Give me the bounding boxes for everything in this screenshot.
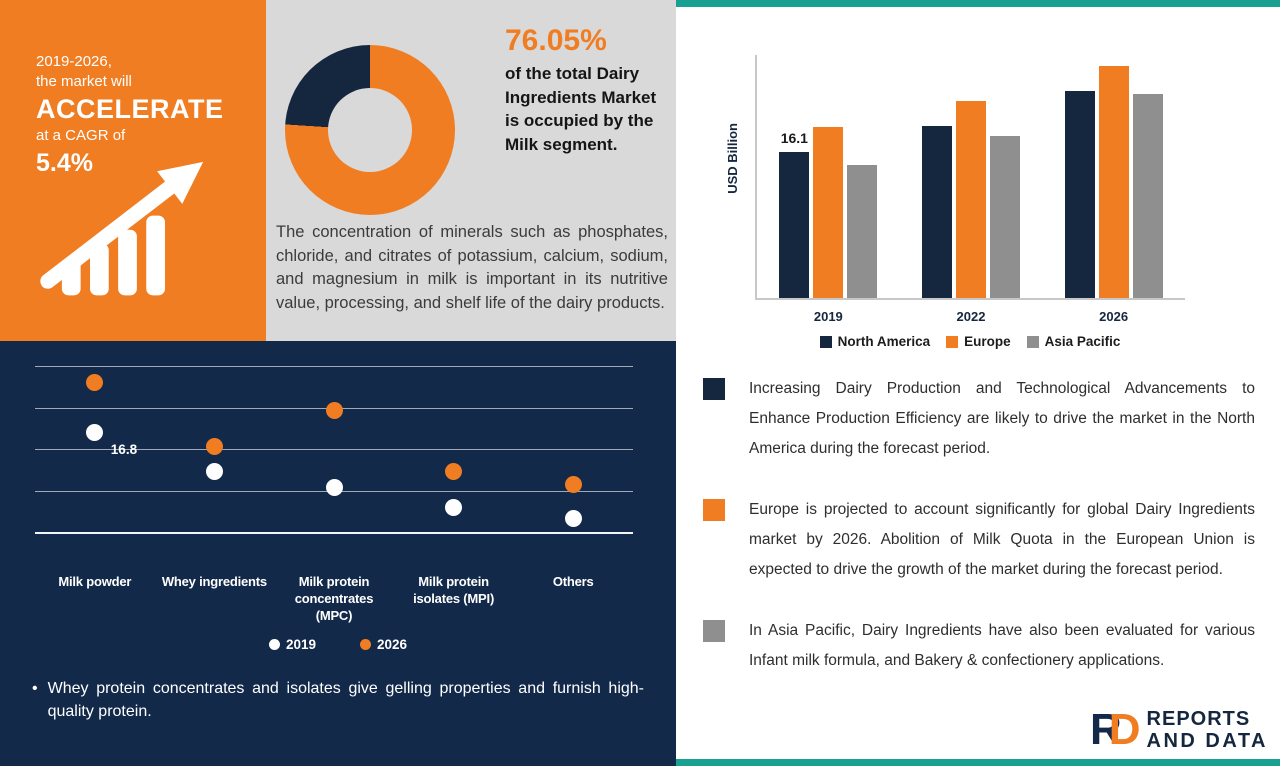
legend-item-north-america: North America <box>819 334 931 349</box>
bar-europe-2022 <box>955 101 986 298</box>
logo-rd-mark-icon: R D <box>1090 708 1141 752</box>
category-label-milk-powder: Milk powder <box>58 574 132 589</box>
regional-bar-chart: USD Billion 16.1 2019 2022 2026 North Ameri… <box>725 55 1185 349</box>
legend-item-2019: 2019 <box>268 637 316 652</box>
logo-letter-d: D <box>1108 705 1141 754</box>
x-tick-label-2019: 2019 <box>813 309 843 324</box>
dot-2019-milk-protein-concentrates-mpc- <box>325 479 343 497</box>
reports-and-data-logo: R D REPORTS AND DATA <box>1090 708 1268 753</box>
milk-share-donut-chart <box>285 45 455 215</box>
product-dot-plot: 16.8 <box>35 351 633 551</box>
whey-note-text: Whey protein concentrates and isolates g… <box>47 680 644 720</box>
gridline <box>35 449 633 450</box>
legend-label: Europe <box>964 334 1011 349</box>
dot-2026-others <box>564 476 582 494</box>
legend-label: Asia Pacific <box>1044 334 1121 349</box>
insight-marker-icon <box>703 620 725 642</box>
dot-2026-milk-powder <box>86 374 104 392</box>
insight-item-3: In Asia Pacific, Dairy Ingredients have … <box>703 616 1255 676</box>
gridline <box>35 366 633 367</box>
top-accent-bar <box>676 0 1280 7</box>
regional-analysis-panel: USD Billion 16.1 2019 2022 2026 North Ameri… <box>676 0 1280 766</box>
bar-plot-area: 16.1 2019 2022 2026 <box>755 55 1185 324</box>
x-axis-line <box>35 532 633 534</box>
bar-group-2019: 16.1 2019 <box>779 55 878 324</box>
bar-asia-pacific-2026 <box>1132 93 1163 298</box>
bar-asia-pacific-2022 <box>989 136 1020 298</box>
dot-2026-milk-protein-isolates-mpi- <box>445 462 463 480</box>
legend-item-asia-pacific: Asia Pacific <box>1026 334 1121 349</box>
dot-plot-category-labels: Milk powder Whey ingredients Milk protein … <box>35 573 633 624</box>
cagr-highlight-panel: 2019-2026, the market will ACCELERATE at… <box>0 0 266 341</box>
promo-line3: at a CAGR of <box>36 127 126 144</box>
legend-swatch-icon <box>819 335 832 348</box>
cagr-text-block: 2019-2026, the market will ACCELERATE at… <box>0 0 266 178</box>
bar-asia-pacific-2019 <box>847 164 878 298</box>
promo-period: 2019-2026, <box>36 53 112 70</box>
logo-line1: REPORTS <box>1146 708 1251 730</box>
logo-letter-r: R <box>1089 705 1122 754</box>
dot-plot-legend: 2019 2026 <box>0 637 676 652</box>
legend-swatch-icon <box>946 335 959 348</box>
insight-marker-icon <box>703 378 725 400</box>
insight-text: In Asia Pacific, Dairy Ingredients have … <box>749 622 1255 669</box>
category-label-milk-protein-concentrates-mpc-: Milk protein concentrates (MPC) <box>294 574 374 623</box>
y-axis-label: USD Billion <box>725 123 740 194</box>
bar-annotation: 16.1 <box>780 129 808 146</box>
cagr-value: 5.4% <box>36 149 93 177</box>
bullet-marker: • <box>32 680 38 697</box>
legend-dot-icon <box>268 639 280 650</box>
legend-label: 2026 <box>377 637 408 652</box>
legend-item-europe: Europe <box>946 334 1011 349</box>
bar-north-america-2026 <box>1064 91 1095 298</box>
dot-2019-others <box>564 509 582 527</box>
legend-dot-icon <box>360 639 371 650</box>
insight-item-1: Increasing Dairy Production and Technolo… <box>703 374 1255 464</box>
regional-insights: Increasing Dairy Production and Technolo… <box>703 374 1255 676</box>
donut-hole <box>328 88 412 172</box>
minerals-paragraph: The concentration of minerals such as ph… <box>276 223 668 312</box>
bar-group-2022: 2022 <box>921 55 1020 324</box>
bar-group-2026: 2026 <box>1064 55 1163 324</box>
growth-arrow-icon <box>40 161 204 296</box>
dot-2019-whey-ingredients <box>205 462 223 480</box>
product-segments-panel: 16.8 Milk powder Whey ingredients Milk pro… <box>0 341 676 766</box>
x-tick-label-2022: 2022 <box>956 309 986 324</box>
dot-2026-whey-ingredients <box>205 437 223 455</box>
legend-label: North America <box>837 334 931 349</box>
category-label-whey-ingredients: Whey ingredients <box>161 574 267 589</box>
bar-north-america-2022 <box>921 125 952 298</box>
logo-line2: AND DATA <box>1146 730 1268 752</box>
dot-2019-milk-powder <box>86 423 104 441</box>
milk-share-caption: of the total Dairy Ingredients Market is… <box>505 64 657 154</box>
bar-europe-2026 <box>1098 65 1129 298</box>
insight-text: Europe is projected to account significa… <box>749 501 1255 578</box>
insight-marker-icon <box>703 499 725 521</box>
category-label-milk-protein-isolates-mpi-: Milk protein isolates (MPI) <box>413 574 495 606</box>
insight-text: Increasing Dairy Production and Technolo… <box>749 380 1255 457</box>
bar-europe-2019 <box>813 126 844 298</box>
whey-note: • Whey protein concentrates and isolates… <box>32 677 644 723</box>
dot-annotation: 16.8 <box>110 442 138 458</box>
insight-item-2: Europe is projected to account significa… <box>703 495 1255 585</box>
category-label-others: Others <box>552 574 594 589</box>
legend-swatch-icon <box>1026 335 1039 348</box>
legend-label: 2019 <box>285 637 316 652</box>
x-tick-label-2026: 2026 <box>1099 309 1129 324</box>
milk-segment-panel: 76.05% of the total Dairy Ingredients Ma… <box>266 0 676 341</box>
bottom-accent-bar <box>676 759 1280 766</box>
bar-north-america-2019: 16.1 <box>779 130 810 298</box>
dot-2026-milk-protein-concentrates-mpc- <box>325 401 343 419</box>
promo-line2: the market will <box>36 73 132 90</box>
milk-share-percent: 76.05% <box>505 24 607 57</box>
legend-item-2026: 2026 <box>360 637 407 652</box>
promo-accelerate: ACCELERATE <box>36 94 224 124</box>
dot-2019-milk-protein-isolates-mpi- <box>445 498 463 516</box>
bar-chart-legend: North America Europe Asia Pacific <box>755 334 1185 349</box>
logo-text: REPORTS AND DATA <box>1147 708 1268 752</box>
